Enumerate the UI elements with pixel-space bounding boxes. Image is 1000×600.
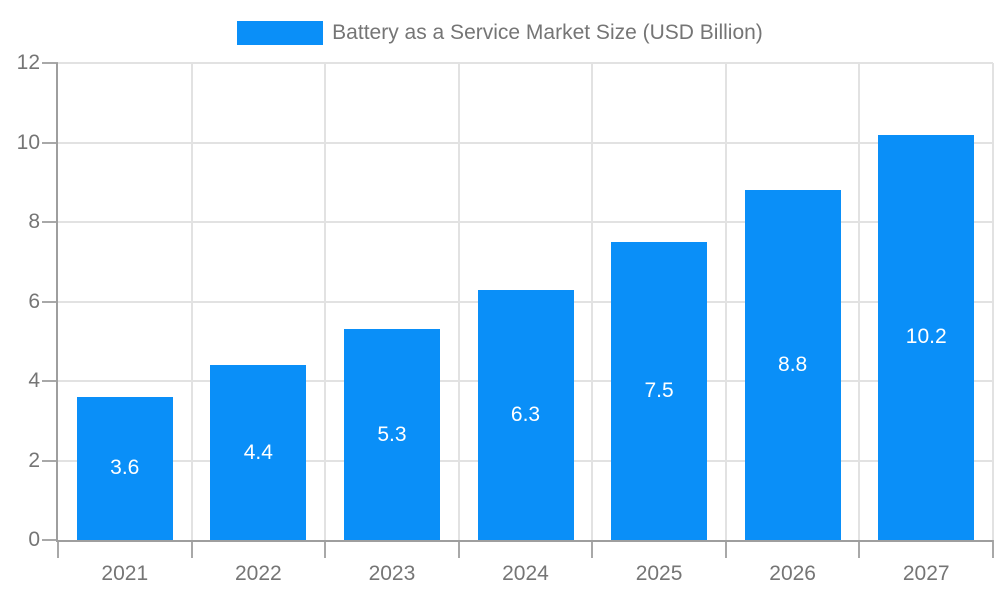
bar: 5.3 [343, 329, 440, 540]
x-tick-label: 2026 [769, 562, 816, 585]
x-tick [457, 540, 460, 558]
y-tick-label: 0 [28, 528, 40, 551]
x-tick [858, 540, 861, 558]
x-gridline [858, 63, 861, 540]
x-tick-label: 2025 [635, 562, 683, 585]
y-tick [42, 62, 58, 64]
x-axis-line [56, 540, 993, 542]
x-gridline [457, 63, 460, 540]
bar: 8.8 [744, 190, 841, 540]
x-tick [324, 540, 327, 558]
x-gridline [992, 63, 994, 540]
x-gridline [724, 63, 727, 540]
bar-value-label: 5.3 [377, 422, 407, 446]
y-tick [42, 141, 58, 144]
plot-area: 3.6 4.4 5.3 6.3 7.5 8.8 10.2 [58, 62, 994, 540]
y-tick-label: 10 [16, 130, 40, 154]
bar-value-label: 3.6 [110, 456, 140, 480]
x-tick-label: 2022 [234, 562, 282, 585]
legend-swatch-icon [237, 21, 324, 45]
y-tick-label: 12 [16, 51, 40, 74]
chart-legend: Battery as a Service Market Size (USD Bi… [0, 15, 1000, 51]
bar-value-label: 8.8 [778, 353, 808, 377]
bar-value-label: 6.3 [510, 402, 541, 426]
y-tick-label: 8 [28, 210, 40, 233]
y-axis-line [56, 63, 58, 540]
x-tick [190, 540, 193, 558]
x-tick [57, 540, 59, 558]
chart-title: Battery as a Service Market Size (USD Bi… [332, 21, 763, 44]
x-gridline [591, 63, 594, 540]
y-tick-label: 4 [28, 369, 40, 392]
y-tick [42, 459, 58, 462]
y-tick [42, 539, 58, 541]
y-tick [42, 221, 58, 223]
y-tick-label: 6 [28, 289, 40, 313]
x-tick [992, 540, 994, 558]
y-tick-label: 2 [28, 448, 40, 472]
x-tick-label: 2027 [902, 562, 950, 585]
x-gridline [190, 63, 193, 540]
bar-value-label: 7.5 [644, 378, 674, 402]
y-tick [42, 300, 58, 303]
bar-value-label: 10.2 [905, 325, 947, 349]
bar: 4.4 [210, 365, 307, 540]
x-gridline [324, 63, 327, 540]
y-gridline [58, 141, 993, 144]
bar: 6.3 [477, 289, 574, 540]
bar: 3.6 [76, 396, 173, 540]
bar: 7.5 [611, 241, 708, 540]
x-tick-label: 2021 [101, 562, 149, 585]
x-tick [591, 540, 594, 558]
y-tick [42, 380, 58, 382]
bar: 10.2 [878, 134, 975, 540]
y-gridline [58, 221, 993, 223]
y-gridline [58, 62, 993, 64]
x-tick-label: 2023 [368, 562, 416, 585]
x-tick [724, 540, 727, 558]
bar-value-label: 4.4 [243, 440, 273, 464]
x-tick-label: 2024 [502, 562, 549, 585]
